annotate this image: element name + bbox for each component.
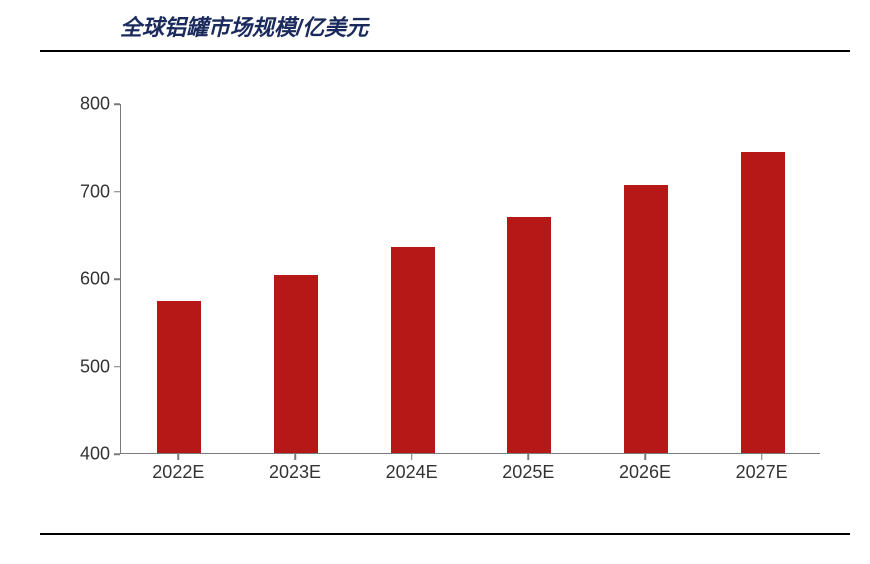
bar — [624, 185, 668, 453]
x-tick-mark — [294, 454, 296, 460]
x-tick-mark — [528, 454, 530, 460]
bar — [391, 247, 435, 454]
y-tick-label: 600 — [60, 269, 110, 290]
y-tick-label: 500 — [60, 356, 110, 377]
y-tick-label: 400 — [60, 444, 110, 465]
x-tick-label: 2023E — [269, 462, 321, 483]
bar — [274, 275, 318, 454]
chart-title: 全球铝罐市场规模/亿美元 — [40, 10, 850, 50]
title-area: 全球铝罐市场规模/亿美元 — [40, 10, 850, 52]
x-tick-mark — [761, 454, 763, 460]
bar — [157, 301, 201, 453]
x-tick-label: 2022E — [152, 462, 204, 483]
bottom-underline — [40, 533, 850, 535]
title-underline — [40, 50, 850, 52]
x-tick-mark — [178, 454, 180, 460]
x-tick-label: 2025E — [502, 462, 554, 483]
x-tick-label: 2026E — [619, 462, 671, 483]
x-tick-label: 2027E — [736, 462, 788, 483]
chart-container: 400 500 600 700 800 2022E 2023E 2024E 2025E 2026… — [60, 90, 830, 510]
plot-area — [120, 104, 820, 454]
x-tick-mark — [644, 454, 646, 460]
bar — [507, 217, 551, 453]
x-tick-mark — [411, 454, 413, 460]
x-tick-label: 2024E — [386, 462, 438, 483]
y-tick-label: 800 — [60, 94, 110, 115]
y-tick-label: 700 — [60, 181, 110, 202]
bar — [741, 152, 785, 453]
